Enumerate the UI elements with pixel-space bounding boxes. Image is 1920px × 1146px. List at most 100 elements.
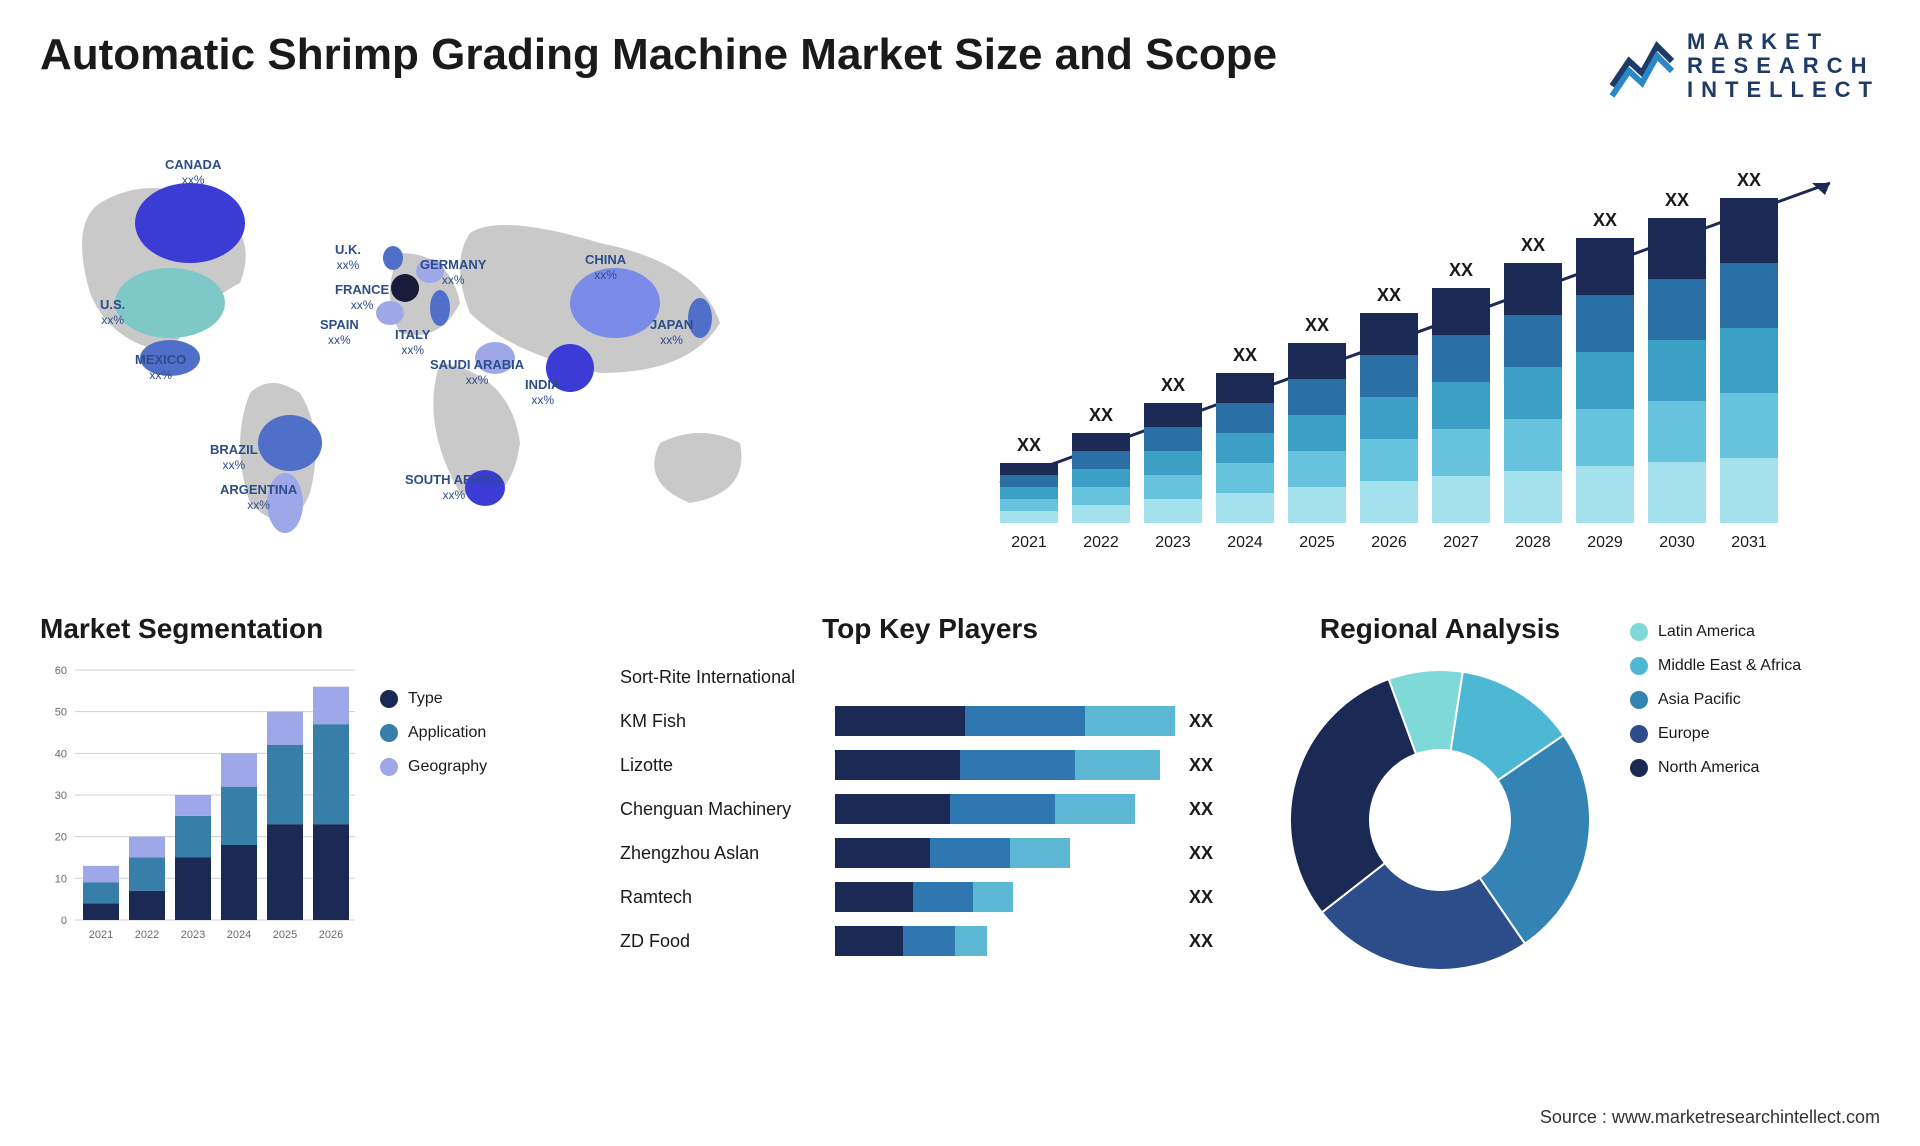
player-row: LizotteXX [620,748,1240,783]
svg-text:2025: 2025 [273,929,297,941]
region-legend-latin-america: Latin America [1630,623,1801,641]
player-row: Chenguan MachineryXX [620,792,1240,827]
brand-text: MARKET RESEARCH INTELLECT [1687,30,1880,103]
svg-text:20: 20 [55,831,67,843]
legend-label: Type [408,690,443,708]
svg-text:2021: 2021 [89,929,113,941]
player-bar [835,794,1175,824]
seg-legend-application: Application [380,724,487,742]
map-label-south-africa: SOUTH AFRICAxx% [405,473,503,503]
legend-label: Asia Pacific [1658,691,1741,709]
svg-text:2026: 2026 [1371,534,1407,551]
map-label-spain: SPAINxx% [320,318,359,348]
player-bar-segment [835,926,903,956]
map-label-germany: GERMANYxx% [420,258,486,288]
region-legend-europe: Europe [1630,725,1801,743]
svg-text:2031: 2031 [1731,534,1767,551]
brand-line-2: RESEARCH [1687,54,1880,78]
player-bar-segment [835,750,960,780]
svg-text:XX: XX [1305,315,1329,335]
map-label-u-k-: U.K.xx% [335,243,361,273]
map-label-france: FRANCExx% [335,283,389,313]
player-value: XX [1189,887,1213,908]
legend-dot-icon [1630,623,1648,641]
player-bar-segment [955,926,987,956]
top-row: CANADAxx%U.S.xx%MEXICOxx%BRAZILxx%ARGENT… [40,143,1880,563]
brand-logo: MARKET RESEARCH INTELLECT [1607,30,1880,103]
player-value: XX [1189,711,1213,732]
seg-legend-geography: Geography [380,758,487,776]
player-value: XX [1189,799,1213,820]
regional-donut [1280,660,1600,980]
svg-text:2022: 2022 [1083,534,1119,551]
svg-text:XX: XX [1377,285,1401,305]
player-bar [835,706,1175,736]
svg-text:2026: 2026 [319,929,343,941]
svg-text:XX: XX [1089,405,1113,425]
svg-text:2025: 2025 [1299,534,1335,551]
segmentation-legend: Type Application Geography [380,660,487,950]
region-legend-middle-east-africa: Middle East & Africa [1630,657,1801,675]
map-label-saudi-arabia: SAUDI ARABIAxx% [430,358,524,388]
player-name: ZD Food [620,931,835,952]
player-name: Lizotte [620,755,835,776]
player-row: RamtechXX [620,880,1240,915]
player-bar-segment [903,926,955,956]
svg-text:30: 30 [55,790,67,802]
bottom-row: Market Segmentation 0 10 20 30 40 50 60 2021 202… [40,613,1880,993]
header: Automatic Shrimp Grading Machine Market … [40,30,1880,103]
svg-text:2023: 2023 [1155,534,1191,551]
svg-text:0: 0 [61,915,67,927]
player-bar-segment [835,794,950,824]
svg-text:2030: 2030 [1659,534,1695,551]
svg-text:2024: 2024 [1227,534,1263,551]
svg-text:40: 40 [55,748,67,760]
players-list: Sort-Rite InternationalKM FishXXLizotteX… [620,660,1240,959]
regional-title: Regional Analysis [1280,613,1600,645]
svg-text:2028: 2028 [1515,534,1551,551]
player-name: KM Fish [620,711,835,732]
brand-line-1: MARKET [1687,30,1880,54]
player-row: ZD FoodXX [620,924,1240,959]
legend-dot-icon [1630,691,1648,709]
segmentation-chart: 0102030405060202120222023202420252026 [40,660,360,950]
map-label-italy: ITALYxx% [395,328,430,358]
segmentation-section: Market Segmentation 0 10 20 30 40 50 60 2021 202… [40,613,580,993]
legend-dot-icon [1630,725,1648,743]
legend-dot-icon [380,758,398,776]
svg-text:XX: XX [1593,210,1617,230]
svg-text:2029: 2029 [1587,534,1623,551]
segmentation-title: Market Segmentation [40,613,580,645]
map-label-canada: CANADAxx% [165,158,221,188]
map-label-argentina: ARGENTINAxx% [220,483,297,513]
player-bar-segment [950,794,1055,824]
map-label-china: CHINAxx% [585,253,626,283]
legend-label: Latin America [1658,623,1755,641]
legend-label: Geography [408,758,487,776]
world-map-section: CANADAxx%U.S.xx%MEXICOxx%BRAZILxx%ARGENT… [40,143,920,563]
player-name: Zhengzhou Aslan [620,843,835,864]
player-row: Sort-Rite International [620,660,1240,695]
player-bar-segment [930,838,1010,868]
svg-text:50: 50 [55,706,67,718]
svg-text:XX: XX [1017,435,1041,455]
svg-text:2021: 2021 [1011,534,1047,551]
player-bar [835,882,1175,912]
regional-section: Regional Analysis Latin America Middle Ea… [1280,613,1880,993]
svg-text:XX: XX [1521,235,1545,255]
svg-text:60: 60 [55,665,67,677]
svg-text:2027: 2027 [1443,534,1479,551]
player-bar [835,838,1175,868]
legend-label: North America [1658,759,1759,777]
player-bar [835,750,1175,780]
player-bar-segment [1085,706,1175,736]
svg-text:XX: XX [1665,190,1689,210]
svg-text:2023: 2023 [181,929,205,941]
legend-label: Application [408,724,486,742]
svg-text:10: 10 [55,873,67,885]
player-bar [835,926,1175,956]
legend-label: Europe [1658,725,1710,743]
player-bar-segment [913,882,973,912]
legend-label: Middle East & Africa [1658,657,1801,675]
player-bar-segment [1010,838,1070,868]
